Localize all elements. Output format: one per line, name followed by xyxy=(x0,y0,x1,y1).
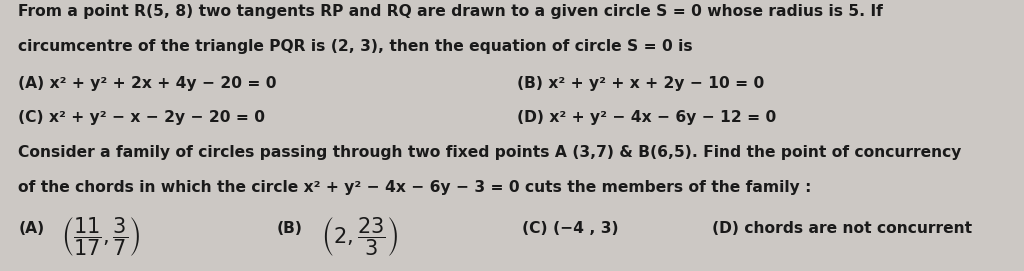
Text: $\left(2,\dfrac{23}{3}\right)$: $\left(2,\dfrac{23}{3}\right)$ xyxy=(321,215,397,258)
Text: Consider a family of circles passing through two fixed points A (3,7) & B(6,5). : Consider a family of circles passing thr… xyxy=(18,145,962,160)
Text: $\left(\dfrac{11}{17},\dfrac{3}{7}\right)$: $\left(\dfrac{11}{17},\dfrac{3}{7}\right… xyxy=(61,215,141,258)
Text: (B): (B) xyxy=(276,221,302,236)
Text: From a point R(5, 8) two tangents RP and RQ are drawn to a given circle S = 0 wh: From a point R(5, 8) two tangents RP and… xyxy=(18,4,884,19)
Text: of the chords in which the circle x² + y² − 4x − 6y − 3 = 0 cuts the members of : of the chords in which the circle x² + y… xyxy=(18,180,812,195)
Text: (A): (A) xyxy=(18,221,45,236)
Text: (D) x² + y² − 4x − 6y − 12 = 0: (D) x² + y² − 4x − 6y − 12 = 0 xyxy=(517,110,776,125)
Text: (D) chords are not concurrent: (D) chords are not concurrent xyxy=(712,221,972,236)
Text: (C) x² + y² − x − 2y − 20 = 0: (C) x² + y² − x − 2y − 20 = 0 xyxy=(18,110,265,125)
Text: (B) x² + y² + x + 2y − 10 = 0: (B) x² + y² + x + 2y − 10 = 0 xyxy=(517,76,764,91)
Text: (C) (−4 , 3): (C) (−4 , 3) xyxy=(522,221,618,236)
Text: (A) x² + y² + 2x + 4y − 20 = 0: (A) x² + y² + 2x + 4y − 20 = 0 xyxy=(18,76,276,91)
Text: circumcentre of the triangle PQR is (2, 3), then the equation of circle S = 0 is: circumcentre of the triangle PQR is (2, … xyxy=(18,39,693,54)
